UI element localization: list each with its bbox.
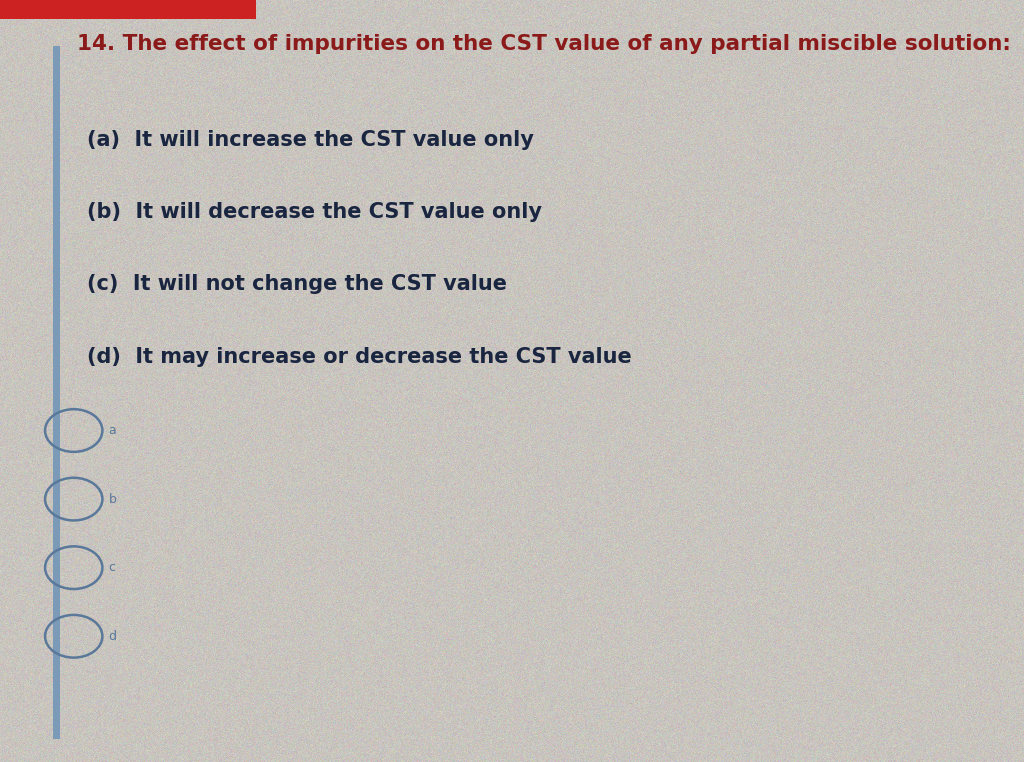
Text: b: b	[109, 492, 117, 506]
Text: (d)  It may increase or decrease the CST value: (d) It may increase or decrease the CST …	[87, 347, 632, 367]
Text: c: c	[109, 561, 116, 575]
FancyBboxPatch shape	[53, 46, 60, 739]
FancyBboxPatch shape	[0, 0, 256, 19]
Text: 14. The effect of impurities on the CST value of any partial miscible solution:: 14. The effect of impurities on the CST …	[77, 34, 1011, 54]
Text: a: a	[109, 424, 117, 437]
Text: (b)  It will decrease the CST value only: (b) It will decrease the CST value only	[87, 202, 542, 222]
Text: (c)  It will not change the CST value: (c) It will not change the CST value	[87, 274, 507, 294]
Text: (a)  It will increase the CST value only: (a) It will increase the CST value only	[87, 130, 534, 149]
Text: d: d	[109, 629, 117, 643]
